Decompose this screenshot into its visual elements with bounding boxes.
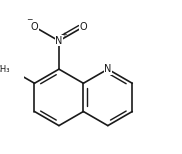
Text: N: N: [55, 36, 63, 46]
Text: N: N: [104, 64, 112, 74]
Text: +: +: [62, 32, 68, 38]
Text: −: −: [26, 15, 32, 24]
Text: CH₃: CH₃: [0, 65, 10, 74]
Text: O: O: [31, 22, 38, 32]
Text: O: O: [80, 22, 87, 32]
